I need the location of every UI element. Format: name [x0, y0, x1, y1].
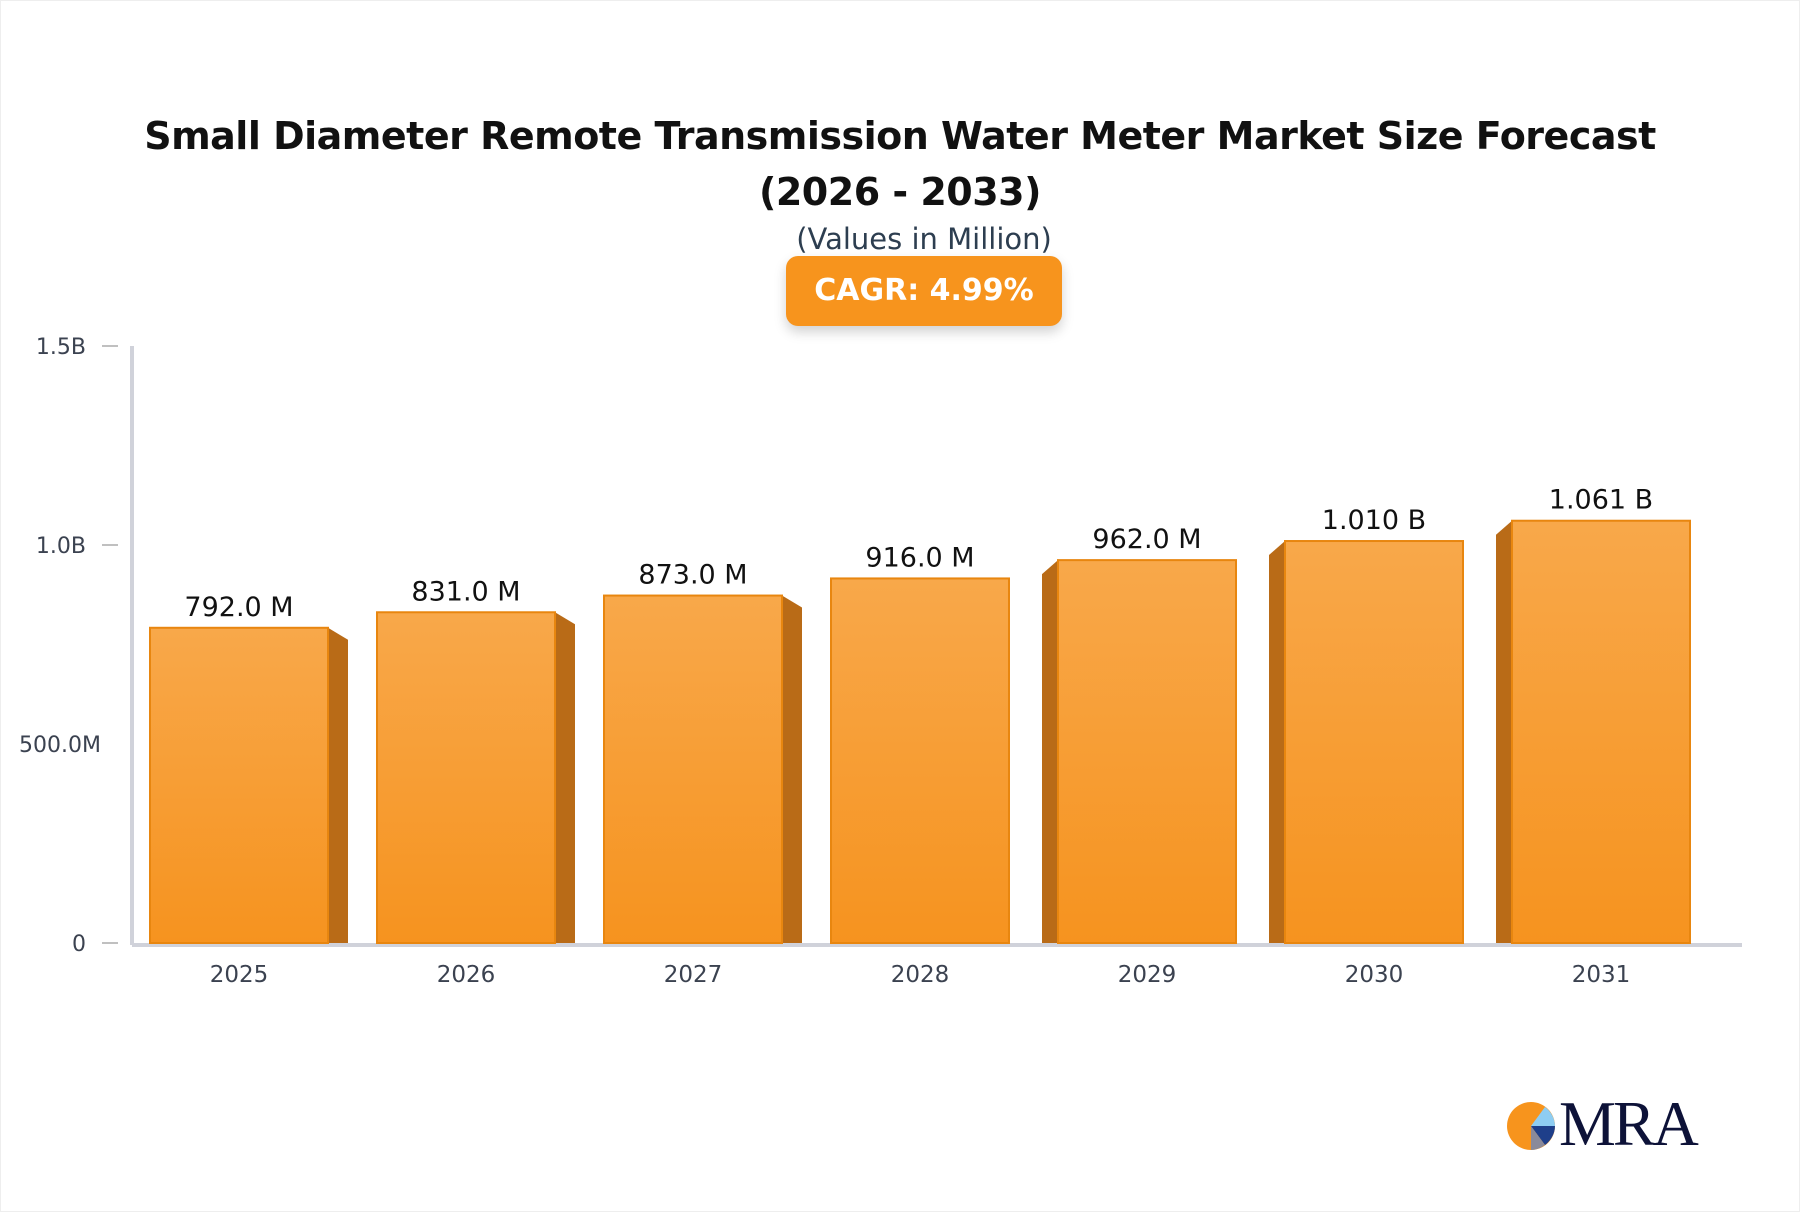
y-tick-label: 0 [72, 932, 86, 957]
mra-logo: MRA [1505, 1092, 1699, 1156]
pie-logo-icon [1507, 1102, 1555, 1150]
x-tick-label: 2029 [1118, 962, 1177, 988]
bar [830, 577, 1010, 944]
x-tick-label: 2027 [664, 962, 723, 988]
cagr-badge: CAGR: 4.99% [786, 256, 1062, 326]
y-tick-label: 500.0M [19, 733, 101, 758]
data-label: 831.0 M [411, 576, 520, 607]
logo-text: MRA [1559, 1088, 1699, 1159]
bar [603, 594, 783, 945]
data-label: 916.0 M [865, 542, 974, 573]
bar-side [328, 627, 348, 943]
data-label: 962.0 M [1092, 524, 1201, 555]
bar [1057, 559, 1237, 945]
x-tick-label: 2026 [437, 962, 496, 988]
bar [376, 611, 556, 945]
bar [149, 626, 329, 944]
data-label: 1.061 B [1549, 485, 1653, 516]
bar-side [1042, 560, 1058, 943]
x-tick-label: 2028 [891, 962, 950, 988]
x-tick-label: 2025 [210, 962, 269, 988]
bar-side [782, 595, 802, 943]
x-tick-label: 2031 [1572, 962, 1631, 988]
x-tick-label: 2030 [1345, 962, 1404, 988]
bar-side [1496, 520, 1512, 943]
y-tick-label: 1.5B [36, 335, 86, 360]
data-label: 1.010 B [1322, 505, 1426, 536]
bar [1511, 519, 1691, 944]
y-tick-label: 1.0B [36, 534, 86, 559]
bar [1284, 540, 1464, 945]
bar-side [555, 612, 575, 943]
chart-subtitle: (Values in Million) [796, 222, 1052, 256]
chart-title: Small Diameter Remote Transmission Water… [144, 114, 1656, 214]
data-label: 873.0 M [638, 560, 747, 591]
data-label: 792.0 M [184, 592, 293, 623]
bar-side [1269, 541, 1285, 943]
